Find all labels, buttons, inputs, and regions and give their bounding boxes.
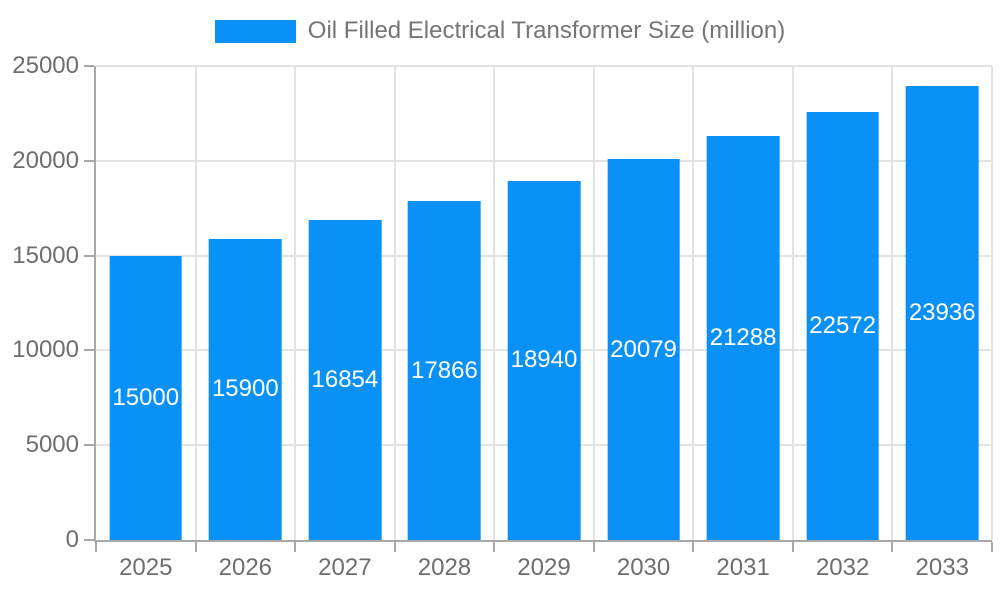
x-gridline (194, 66, 197, 540)
bar-slot: 20079 (594, 66, 694, 540)
y-axis-label: 25000 (12, 52, 79, 79)
bar-value-label: 20079 (610, 335, 677, 363)
bar-value-label: 18940 (510, 346, 578, 374)
bar-2030[interactable]: 20079 (607, 159, 680, 540)
bar-2032[interactable]: 22572 (806, 112, 879, 540)
bar-value-label: 16854 (311, 366, 379, 394)
bar-slot: 17866 (395, 66, 495, 540)
y-axis-label: 20000 (12, 146, 79, 174)
x-axis-label: 2028 (417, 554, 472, 581)
x-axis-tick (194, 542, 197, 552)
x-axis-label: 2032 (815, 554, 870, 581)
bar-2033[interactable]: 23936 (905, 86, 979, 540)
bar-2028[interactable]: 17866 (408, 201, 481, 540)
x-axis-tick (294, 542, 297, 552)
x-axis-label: 2025 (119, 554, 173, 581)
y-axis-tick (84, 539, 94, 541)
y-axis-line (94, 66, 96, 540)
legend-label: Oil Filled Electrical Transformer Size (… (307, 17, 786, 44)
x-gridline (294, 66, 297, 540)
x-gridline (791, 66, 794, 540)
plot-area: 0 5000 10000 15000 20000 25000 15000 2025 15900 2… (12, 54, 993, 580)
bar-value-label: 23936 (908, 299, 976, 327)
bar-slot: 16854 (295, 66, 395, 540)
bar-value-label: 15900 (211, 375, 279, 403)
y-gridline (96, 65, 992, 67)
bar-slot: 15900 (196, 66, 296, 540)
x-axis-tick (393, 542, 396, 552)
x-axis-tick (592, 542, 595, 552)
x-gridline (493, 66, 496, 540)
bar-2029[interactable]: 18940 (507, 180, 581, 540)
x-axis-tick (692, 542, 695, 552)
x-axis-label: 2030 (616, 554, 671, 581)
y-axis-tick (84, 444, 94, 447)
bar-2031[interactable]: 21288 (706, 136, 780, 540)
bar-2025[interactable]: 15000 (109, 255, 183, 540)
y-axis-label: 10000 (12, 336, 79, 364)
bar-slot: 23936 (892, 66, 992, 540)
y-axis-tick (84, 349, 94, 352)
x-axis-tick (493, 542, 496, 552)
bar-value-label: 15000 (112, 383, 180, 411)
y-axis-tick (84, 254, 94, 257)
x-gridline (692, 66, 695, 540)
bar-2026[interactable]: 15900 (208, 238, 282, 540)
x-axis-label: 2026 (218, 554, 273, 581)
y-gridline (96, 159, 992, 162)
x-axis-label: 2031 (716, 554, 770, 581)
x-axis-label: 2033 (915, 554, 969, 581)
y-axis-label: 5000 (25, 431, 79, 459)
bar-slot: 21288 (693, 66, 793, 540)
bar-2027[interactable]: 16854 (308, 220, 382, 540)
bar-slot: 15000 (96, 66, 196, 540)
x-axis-tick (891, 542, 894, 552)
x-axis-tick (95, 542, 97, 552)
bar-slot: 18940 (494, 66, 594, 540)
x-axis-tick (991, 542, 993, 552)
x-axis-label: 2027 (318, 554, 372, 581)
bar-value-label: 22572 (809, 312, 877, 340)
legend-item[interactable]: Oil Filled Electrical Transformer Size (… (0, 17, 1000, 44)
y-axis-label: 15000 (12, 241, 79, 269)
x-gridline (592, 66, 595, 540)
x-axis-tick (791, 542, 794, 552)
x-axis-label: 2029 (517, 554, 571, 581)
x-gridline (891, 66, 894, 540)
x-axis-line (94, 540, 992, 542)
y-axis-label: 0 (65, 526, 79, 553)
y-axis-tick (84, 65, 94, 67)
bar-value-label: 21288 (709, 324, 777, 352)
x-gridline (991, 66, 993, 540)
bar-slot: 22572 (793, 66, 893, 540)
y-axis-tick (84, 159, 94, 162)
x-gridline (393, 66, 396, 540)
legend-swatch (214, 19, 296, 43)
bar-value-label: 17866 (411, 356, 478, 384)
